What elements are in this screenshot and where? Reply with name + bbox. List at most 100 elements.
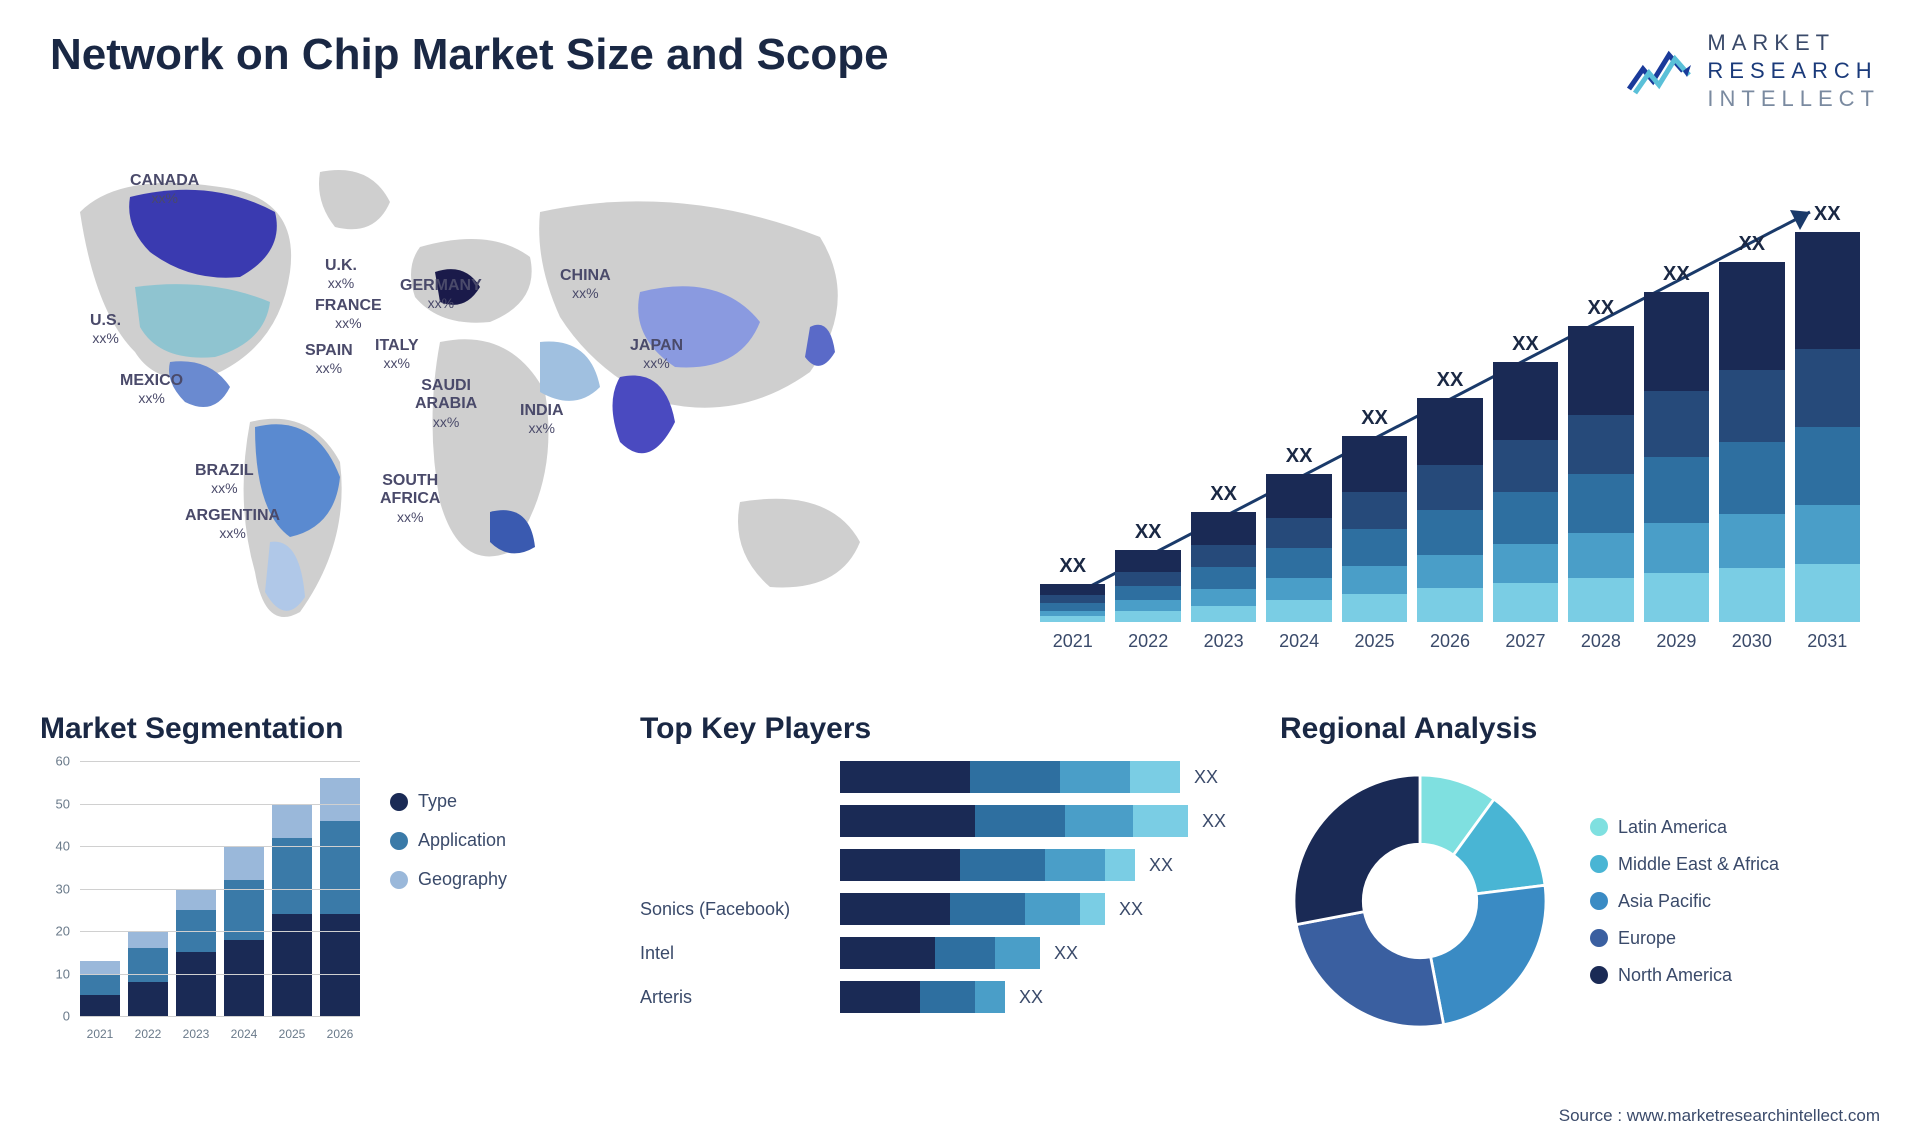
regional-legend-item: Europe [1590, 928, 1779, 949]
growth-bar-column: XX [1191, 483, 1256, 622]
growth-bar [1191, 512, 1256, 622]
growth-bar-value: XX [1135, 521, 1162, 544]
player-bar-value: XX [1119, 899, 1143, 920]
seg-x-tick: 2024 [224, 1027, 264, 1041]
map-label: JAPANxx% [630, 337, 683, 371]
growth-bars: XXXXXXXXXXXXXXXXXXXXXX [1040, 182, 1860, 622]
regional-legend: Latin America Middle East & Africa Asia Pa… [1590, 817, 1779, 986]
segmentation-panel: Market Segmentation 20212022202320242025… [40, 712, 640, 1041]
player-label: Intel [640, 937, 820, 969]
map-label: CANADAxx% [130, 172, 199, 206]
key-players-panel: Top Key Players Sonics (Facebook)IntelAr… [640, 712, 1280, 1041]
growth-x-axis: 2021202220232024202520262027202820292030… [1040, 631, 1860, 652]
growth-bar-column: XX [1493, 333, 1558, 622]
growth-bar-column: XX [1342, 407, 1407, 622]
growth-bar [1417, 398, 1482, 622]
brand-line-2: RESEARCH [1707, 58, 1880, 84]
source-attribution: Source : www.marketresearchintellect.com [1559, 1106, 1880, 1126]
donut-slice [1296, 912, 1443, 1027]
key-players-labels: Sonics (Facebook)IntelArteris [640, 761, 820, 1017]
seg-y-tick: 40 [40, 839, 70, 854]
growth-bar [1644, 292, 1709, 622]
seg-bar-column [80, 961, 120, 1016]
growth-bar [1493, 362, 1558, 622]
donut-slice [1294, 775, 1420, 925]
player-label [640, 849, 820, 881]
growth-bar-value: XX [1588, 297, 1615, 320]
growth-bar-value: XX [1437, 369, 1464, 392]
growth-x-tick: 2026 [1417, 631, 1482, 652]
player-bar-value: XX [1194, 767, 1218, 788]
seg-x-tick: 2023 [176, 1027, 216, 1041]
regional-panel: Regional Analysis Latin America Middle Ea… [1280, 712, 1880, 1041]
seg-y-tick: 10 [40, 966, 70, 981]
player-bar-row: XX [840, 981, 1280, 1013]
growth-x-tick: 2030 [1719, 631, 1784, 652]
donut-slice [1431, 885, 1546, 1025]
growth-bar [1266, 474, 1331, 622]
growth-bar-column: XX [1795, 203, 1860, 622]
growth-x-tick: 2022 [1115, 631, 1180, 652]
player-bar-row: XX [840, 805, 1280, 837]
map-label: U.S.xx% [90, 312, 121, 346]
map-label: SOUTHAFRICAxx% [380, 472, 440, 525]
seg-x-tick: 2026 [320, 1027, 360, 1041]
growth-bar [1040, 584, 1105, 622]
growth-chart: XXXXXXXXXXXXXXXXXXXXXX 20212022202320242… [1040, 142, 1880, 682]
growth-x-tick: 2027 [1493, 631, 1558, 652]
map-label: SPAINxx% [305, 342, 353, 376]
growth-bar-column: XX [1719, 233, 1784, 622]
growth-bar-value: XX [1814, 203, 1841, 226]
segmentation-title: Market Segmentation [40, 712, 640, 746]
regional-legend-item: North America [1590, 965, 1779, 986]
regional-legend-item: Latin America [1590, 817, 1779, 838]
map-label: GERMANYxx% [400, 277, 482, 311]
regional-title: Regional Analysis [1280, 712, 1880, 746]
growth-bar-value: XX [1210, 483, 1237, 506]
regional-legend-item: Middle East & Africa [1590, 854, 1779, 875]
growth-bar [1115, 550, 1180, 622]
map-label: U.K.xx% [325, 257, 357, 291]
map-label: MEXICOxx% [120, 372, 183, 406]
page-title: Network on Chip Market Size and Scope [40, 30, 889, 80]
growth-bar [1719, 262, 1784, 622]
player-bar-row: XX [840, 937, 1280, 969]
growth-bar-value: XX [1286, 445, 1313, 468]
player-bar-row: XX [840, 849, 1280, 881]
world-map: CANADAxx%U.S.xx%MEXICOxx%BRAZILxx%ARGENT… [40, 142, 1000, 682]
growth-bar-value: XX [1738, 233, 1765, 256]
player-bar-row: XX [840, 761, 1280, 793]
player-bar-value: XX [1054, 943, 1078, 964]
segmentation-legend-item: Geography [390, 869, 507, 890]
seg-bar-column [320, 778, 360, 1016]
segmentation-legend-item: Type [390, 791, 507, 812]
player-label [640, 805, 820, 837]
brand-line-1: MARKET [1707, 30, 1880, 56]
header: Network on Chip Market Size and Scope MA… [40, 30, 1880, 112]
map-label: ITALYxx% [375, 337, 419, 371]
seg-y-tick: 0 [40, 1009, 70, 1024]
map-label: FRANCExx% [315, 297, 382, 331]
player-bar-value: XX [1202, 811, 1226, 832]
growth-bar [1795, 232, 1860, 622]
map-label: CHINAxx% [560, 267, 611, 301]
player-bar-value: XX [1019, 987, 1043, 1008]
seg-y-tick: 20 [40, 924, 70, 939]
growth-bar-value: XX [1059, 555, 1086, 578]
seg-bar-column [176, 889, 216, 1017]
brand-line-3: INTELLECT [1707, 86, 1880, 112]
seg-y-tick: 30 [40, 881, 70, 896]
growth-bar-column: XX [1266, 445, 1331, 622]
growth-bar-column: XX [1417, 369, 1482, 622]
seg-x-tick: 2022 [128, 1027, 168, 1041]
player-label: Sonics (Facebook) [640, 893, 820, 925]
segmentation-legend: TypeApplicationGeography [390, 761, 507, 1041]
map-label: INDIAxx% [520, 402, 564, 436]
growth-x-tick: 2021 [1040, 631, 1105, 652]
player-label [640, 761, 820, 793]
regional-legend-item: Asia Pacific [1590, 891, 1779, 912]
growth-bar [1342, 436, 1407, 622]
growth-x-tick: 2025 [1342, 631, 1407, 652]
player-bar-row: XX [840, 893, 1280, 925]
brand-logo: MARKET RESEARCH INTELLECT [1625, 30, 1880, 112]
